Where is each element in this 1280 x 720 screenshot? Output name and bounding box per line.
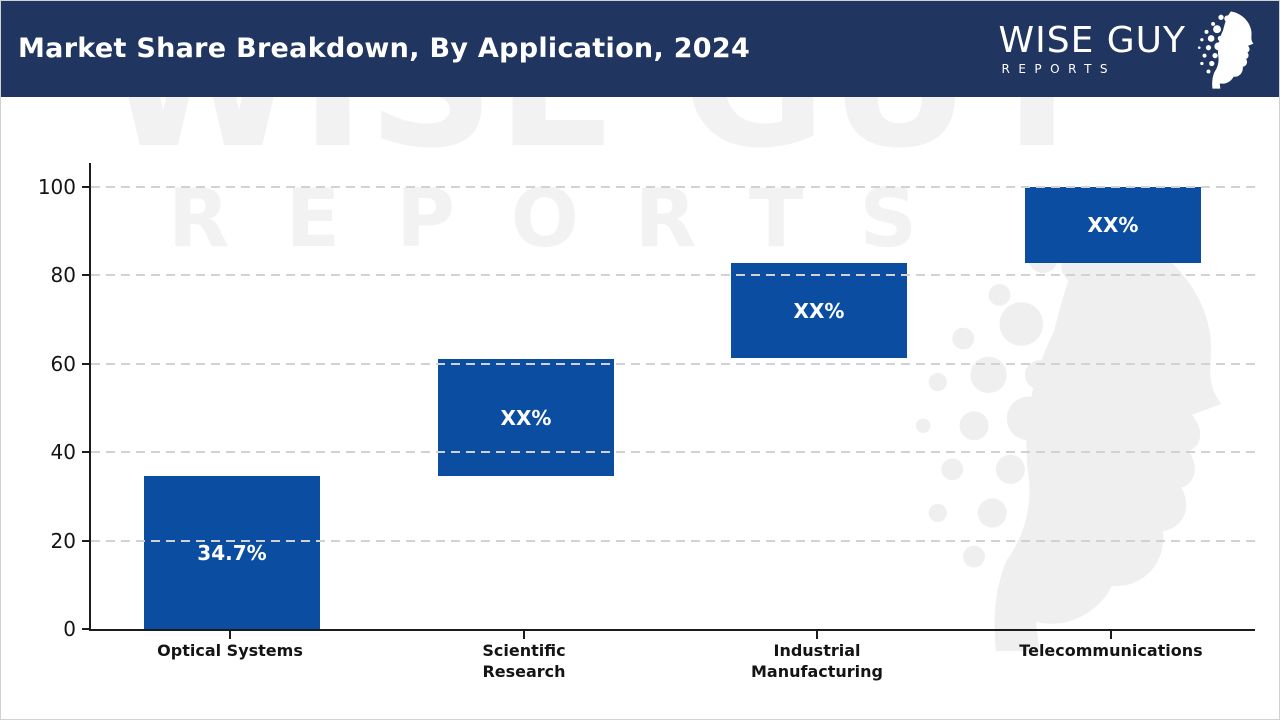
bar-optical-systems: 34.7% [144, 476, 320, 629]
y-tick-label: 0 [63, 617, 76, 641]
gridline-100 [91, 186, 1255, 188]
plot-area: 34.7% XX% XX% XX% [89, 163, 1255, 631]
bar-value-label: XX% [1087, 213, 1139, 237]
x-axis-label: Telecommunications [1019, 641, 1203, 660]
x-tick-mark [816, 631, 818, 639]
y-tick-mark [82, 451, 89, 453]
y-tick-mark [82, 274, 89, 276]
y-tick-mark [82, 363, 89, 365]
header-bar: Market Share Breakdown, By Application, … [0, 0, 1280, 97]
y-tick-label: 60 [50, 352, 76, 376]
bar-value-label: XX% [793, 298, 845, 323]
watermark-subtext: REPORTS [168, 172, 974, 265]
gridline-20 [91, 540, 1255, 542]
bar-telecommunications: XX% [1025, 187, 1201, 263]
x-tick-mark [229, 631, 231, 639]
bar-industrial-manufacturing: XX% [731, 263, 907, 358]
y-tick-mark [82, 186, 89, 188]
y-tick-mark [82, 628, 89, 630]
bar-value-label: 34.7% [197, 540, 267, 565]
y-tick-label: 80 [50, 263, 76, 287]
x-axis-label: Industrial Manufacturing [751, 641, 883, 681]
y-tick-mark [82, 540, 89, 542]
x-tick-mark [523, 631, 525, 639]
gridline-80 [91, 274, 1255, 276]
gridline-60 [91, 363, 1255, 365]
x-axis-label: Optical Systems [157, 641, 303, 660]
bar-value-label: XX% [500, 405, 552, 430]
logo-text-block: WISE GUY REPORTS [998, 19, 1187, 76]
logo-subtext: REPORTS [1001, 61, 1117, 76]
x-axis-label: Scientific Research [482, 641, 566, 681]
wiseguy-logo: WISE GUY REPORTS [999, 9, 1257, 89]
page-title: Market Share Breakdown, By Application, … [18, 33, 751, 64]
gridline-40 [91, 451, 1255, 453]
bar-scientific-research: XX% [438, 359, 614, 476]
y-tick-label: 40 [50, 440, 76, 464]
x-tick-mark [1110, 631, 1112, 639]
y-tick-label: 20 [50, 529, 76, 553]
y-tick-label: 100 [37, 175, 76, 199]
wiseguy-head-icon [1190, 9, 1256, 89]
logo-wordmark: WISE GUY [998, 19, 1186, 61]
